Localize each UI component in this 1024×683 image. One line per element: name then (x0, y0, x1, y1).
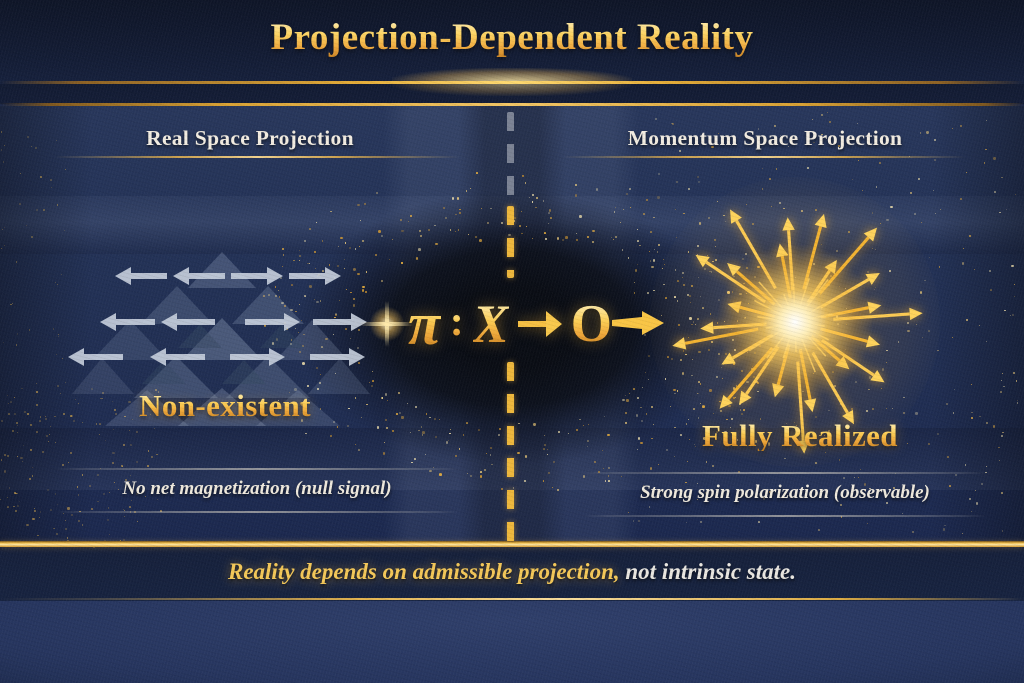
noise-overlay (0, 0, 1024, 683)
infographic-projection-dependent-reality: Projection-Dependent Reality Real Space … (0, 0, 1024, 683)
